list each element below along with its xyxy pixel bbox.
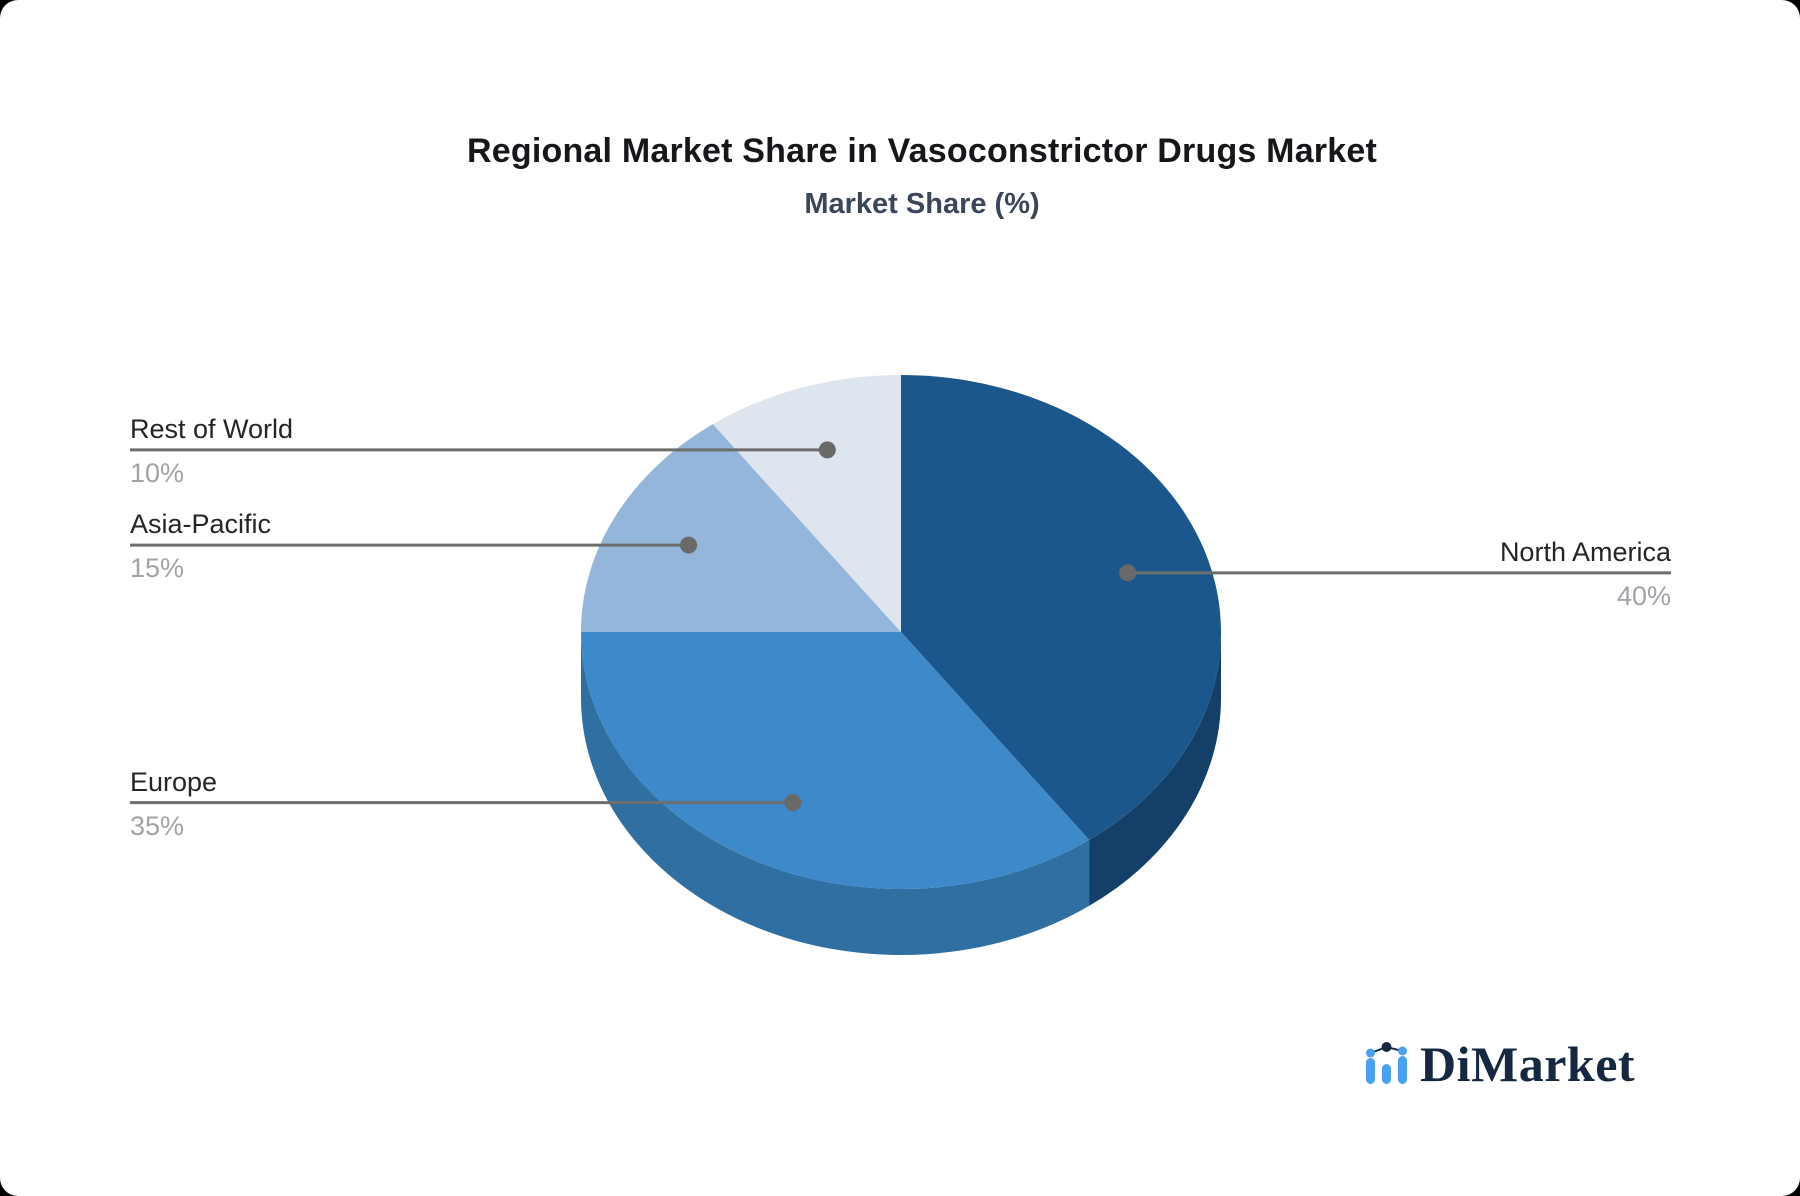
slice-name: North America	[1499, 536, 1671, 567]
pie-slice-side-north-america	[1089, 632, 1221, 906]
leader-dot-rest-of-world	[818, 441, 836, 459]
leader-dot-europe	[784, 794, 802, 812]
slice-name: Europe	[130, 766, 218, 797]
brand-logo-icon	[1366, 1042, 1407, 1084]
pie-slice-side-europe	[581, 632, 1090, 956]
brand-logo: DiMarket	[1364, 1036, 1636, 1092]
chart-title: Regional Market Share in Vasoconstrictor…	[467, 132, 1377, 170]
pie-slice-north-america	[901, 375, 1221, 840]
pie-slice-rest-of-world	[712, 375, 901, 632]
slice-percent: 40%	[1616, 580, 1671, 611]
pie-slice-asia-pacific	[581, 424, 901, 632]
leader-dot-north-america	[1119, 564, 1137, 582]
slice-percent: 15%	[130, 553, 185, 584]
chart-header: Regional Market Share in Vasoconstrictor…	[0, 130, 1800, 221]
slice-percent: 35%	[130, 810, 185, 841]
slice-name: Asia-Pacific	[130, 509, 272, 540]
slice-percent: 10%	[130, 457, 185, 488]
leader-dot-asia-pacific	[680, 536, 698, 554]
slice-name: Rest of World	[130, 413, 294, 444]
brand-name: DiMarket	[1420, 1036, 1636, 1092]
chart-subtitle: Market Share (%)	[804, 187, 1040, 220]
pie-slice-europe	[581, 632, 1090, 889]
